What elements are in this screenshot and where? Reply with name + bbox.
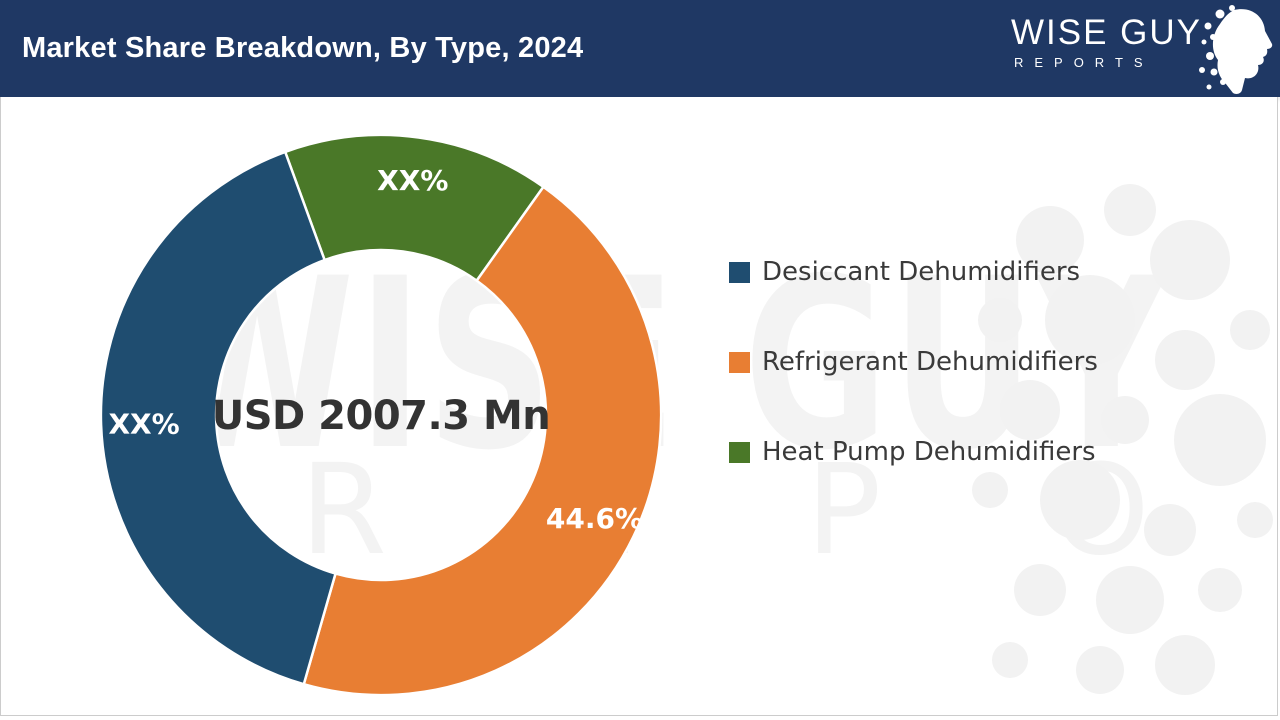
logo-wordmark: WISE GUY (1010, 13, 1202, 52)
page-title: Market Share Breakdown, By Type, 2024 (22, 32, 584, 64)
legend-item: Heat Pump Dehumidifiers (729, 430, 1096, 474)
logo-subtext: REPORTS (1013, 54, 1154, 70)
brand-logo: WISE GUY REPORTS (1010, 13, 1202, 70)
content-area (0, 97, 1278, 716)
logo-face-dots-icon (1199, 5, 1273, 94)
legend-label: Heat Pump Dehumidifiers (762, 437, 1096, 467)
legend-swatch (729, 351, 750, 373)
header-band: Market Share Breakdown, By Type, 2024 WI… (0, 0, 1280, 97)
legend-swatch (729, 441, 750, 463)
legend-item: Refrigerant Dehumidifiers (729, 340, 1098, 384)
legend-item: Desiccant Dehumidifiers (729, 250, 1080, 294)
legend-label: Desiccant Dehumidifiers (762, 257, 1081, 287)
legend-label: Refrigerant Dehumidifiers (762, 347, 1098, 377)
legend-swatch (729, 261, 750, 283)
